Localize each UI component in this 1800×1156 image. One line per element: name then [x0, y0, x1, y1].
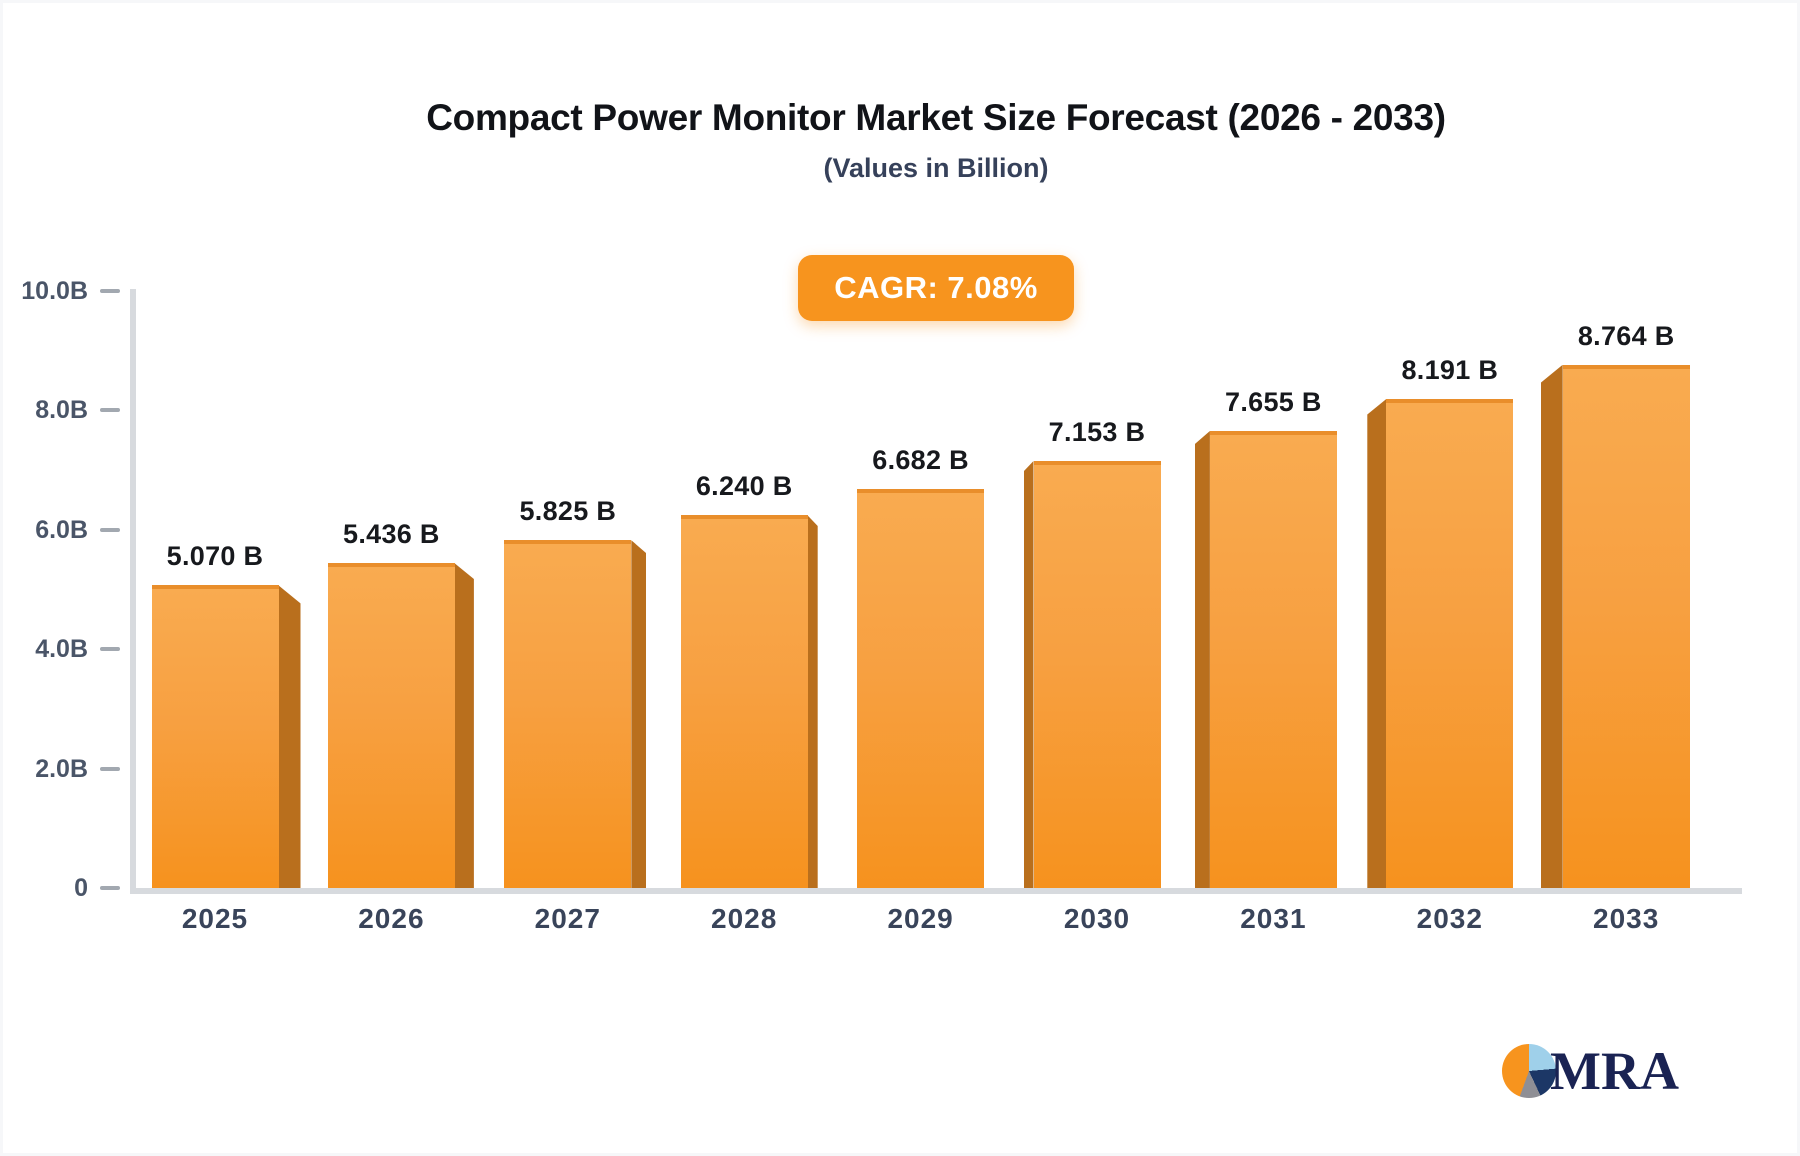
bar-value-label: 7.655 B	[1225, 386, 1322, 417]
badge-row: CAGR: 7.08%	[130, 255, 1742, 321]
bar-front-face	[151, 585, 279, 888]
y-axis-label: 2.0B	[35, 754, 88, 783]
bar-front-face	[680, 515, 808, 888]
bar-front-face	[1562, 364, 1690, 888]
bar-2029	[857, 489, 985, 888]
y-axis-label: 6.0B	[35, 515, 88, 544]
chart-header: Compact Power Monitor Market Size Foreca…	[130, 0, 1742, 184]
bar-2030	[1023, 460, 1161, 888]
bar-value-label: 6.240 B	[695, 471, 793, 502]
bar-side-face	[807, 515, 818, 888]
bar-front-face	[1033, 460, 1161, 888]
x-axis-label: 2026	[358, 903, 425, 934]
x-axis-line	[130, 888, 1742, 894]
y-axis-tick	[100, 289, 120, 293]
y-axis-tick	[100, 886, 120, 890]
bar-side-face	[631, 540, 647, 888]
y-axis-tick	[100, 766, 120, 771]
x-axis-label: 2028	[711, 903, 778, 934]
x-axis-label: 2031	[1240, 903, 1307, 934]
logo-pie-icon	[1502, 1044, 1556, 1098]
bar-2033	[1540, 364, 1690, 888]
bar-front-face	[504, 540, 632, 888]
bar-2031	[1194, 430, 1337, 888]
bar-value-label: 6.682 B	[872, 445, 969, 476]
bar-2028	[680, 515, 818, 888]
y-axis-tick	[100, 527, 120, 532]
y-axis-label: 4.0B	[35, 635, 88, 664]
bar-front-face	[857, 489, 985, 888]
bar-2032	[1367, 398, 1514, 888]
brand-logo: MRA	[1502, 1040, 1679, 1102]
x-axis-label: 2030	[1063, 903, 1131, 934]
x-axis-label: 2025	[181, 903, 249, 934]
logo-text: MRA	[1550, 1041, 1679, 1101]
y-axis-label: 0	[74, 874, 88, 902]
x-axis-label: 2029	[887, 903, 954, 934]
chart-title: Compact Power Monitor Market Size Foreca…	[426, 97, 1446, 138]
bar-2027	[504, 540, 647, 888]
x-axis-label: 2027	[534, 903, 601, 934]
bar-2026	[327, 563, 474, 888]
x-axis-label: 2033	[1593, 903, 1660, 934]
bar-front-face	[1209, 430, 1337, 888]
bar-value-label: 8.764 B	[1577, 320, 1675, 351]
y-axis-tick	[100, 408, 120, 413]
x-axis-label: 2032	[1416, 903, 1483, 934]
cagr-badge: CAGR: 7.08%	[798, 255, 1074, 321]
bar-side-face	[1367, 398, 1387, 888]
bar-side-face	[1023, 460, 1034, 888]
y-axis-label: 8.0B	[35, 396, 88, 425]
bar-value-label: 7.153 B	[1048, 416, 1146, 447]
bar-value-label: 5.825 B	[519, 496, 617, 527]
bar-front-face	[1386, 398, 1514, 888]
bar-value-label: 5.070 B	[166, 541, 264, 572]
bar-side-face	[278, 585, 301, 888]
y-axis-label: 10.0B	[21, 277, 88, 305]
bar-front-face	[327, 563, 455, 888]
y-axis-tick	[100, 647, 120, 652]
bar-2025	[151, 585, 301, 888]
chart-subtitle: (Values in Billion)	[823, 153, 1049, 183]
bar-value-label: 5.436 B	[343, 519, 440, 550]
bar-side-face	[1540, 364, 1563, 888]
bar-value-label: 8.191 B	[1401, 354, 1499, 385]
y-axis-line	[130, 289, 136, 894]
bar-side-face	[1194, 430, 1210, 888]
bar-side-face	[454, 563, 474, 888]
